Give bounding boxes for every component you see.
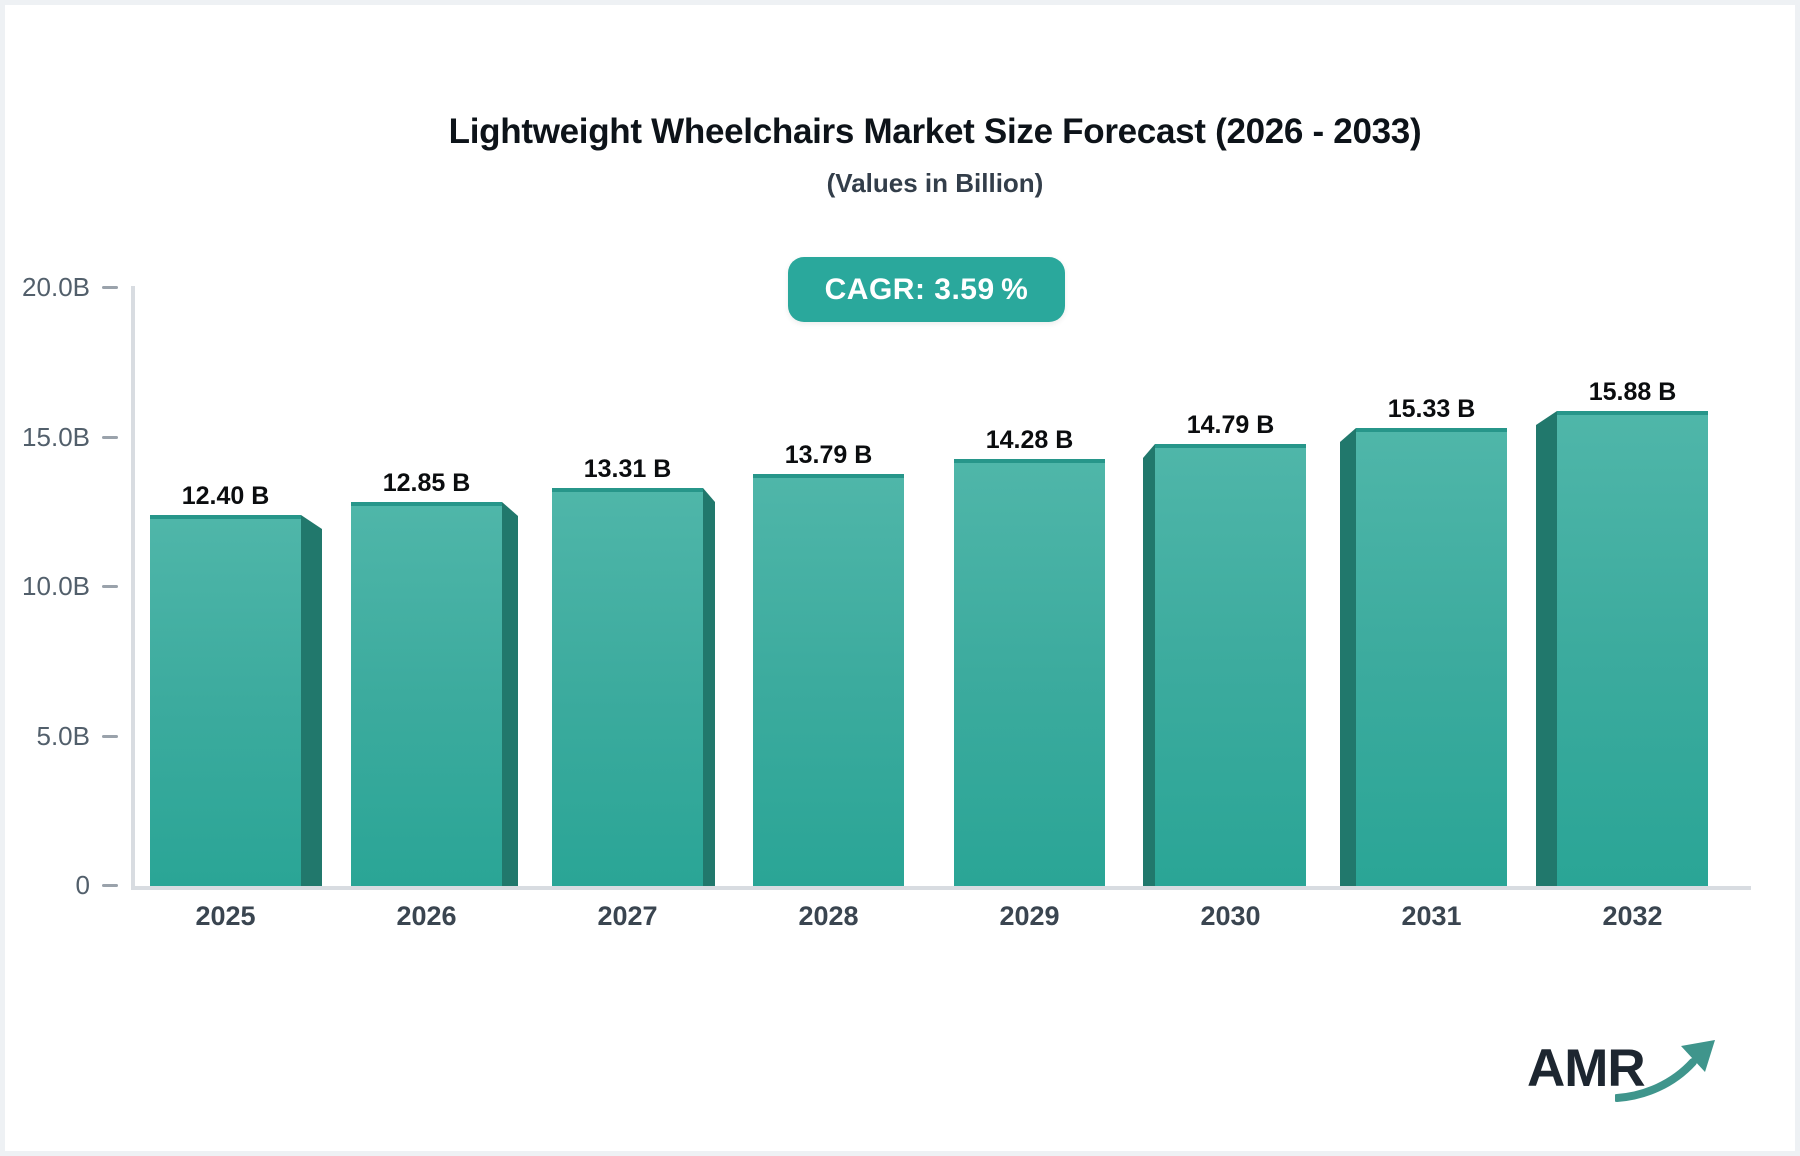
bar-side-face bbox=[1340, 428, 1356, 886]
y-axis-tick-label: 5.0B bbox=[36, 720, 91, 751]
bar-side-face bbox=[1143, 444, 1155, 886]
y-axis-tick-mark bbox=[102, 286, 118, 289]
bar-value-label: 12.40 B bbox=[181, 482, 270, 510]
bar-2031 bbox=[1356, 428, 1507, 886]
growth-arrow-icon bbox=[1615, 1040, 1715, 1102]
bar-value-label: 14.28 B bbox=[985, 426, 1074, 454]
x-axis-label-2031: 2031 bbox=[1401, 901, 1462, 931]
logo-text: AMR bbox=[1527, 1039, 1646, 1098]
x-axis-label-2027: 2027 bbox=[597, 901, 658, 931]
x-axis-line bbox=[131, 886, 1751, 890]
bar-value-label: 13.31 B bbox=[583, 455, 672, 483]
bar-value-label: 15.33 B bbox=[1387, 395, 1476, 423]
y-axis-tick-label: 15.0B bbox=[22, 421, 90, 452]
bar-side-face bbox=[703, 488, 715, 886]
page-title: Lightweight Wheelchairs Market Size Fore… bbox=[448, 112, 1422, 151]
bar-value-label: 13.79 B bbox=[784, 441, 873, 469]
bar-value-label: 12.85 B bbox=[382, 469, 471, 497]
bar-value-label: 15.88 B bbox=[1588, 378, 1677, 406]
x-axis-label-2026: 2026 bbox=[396, 901, 457, 931]
y-axis-tick-label: 0 bbox=[75, 870, 90, 900]
bar-side-face bbox=[502, 502, 518, 886]
x-axis-label-2030: 2030 bbox=[1200, 901, 1261, 931]
amr-logo: AMR bbox=[1527, 1038, 1727, 1113]
bar-2026 bbox=[351, 502, 502, 886]
bar-side-face bbox=[1536, 411, 1557, 886]
bar-2025 bbox=[150, 515, 301, 886]
bar-value-label: 14.79 B bbox=[1186, 411, 1275, 439]
bar-2028 bbox=[753, 474, 904, 886]
x-axis-label-2025: 2025 bbox=[195, 901, 256, 931]
y-axis-tick-label: 10.0B bbox=[22, 571, 90, 601]
y-axis-tick-label: 20.0B bbox=[22, 272, 90, 302]
bar-2027 bbox=[552, 488, 703, 886]
y-axis-tick-mark bbox=[102, 884, 118, 887]
x-axis-label-2028: 2028 bbox=[798, 901, 859, 931]
y-axis-tick-mark bbox=[102, 435, 118, 439]
bar-2032 bbox=[1557, 411, 1708, 886]
x-axis-label-2029: 2029 bbox=[999, 901, 1060, 931]
chart-subtitle: (Values in Billion) bbox=[826, 168, 1044, 198]
bar-2030 bbox=[1155, 444, 1306, 886]
y-axis-line bbox=[131, 286, 135, 890]
cagr-badge: CAGR: 3.59 % bbox=[788, 257, 1065, 322]
y-axis-tick-mark bbox=[102, 734, 118, 738]
y-axis-tick-mark bbox=[102, 585, 118, 588]
bar-side-face bbox=[301, 515, 322, 886]
x-axis-label-2032: 2032 bbox=[1602, 901, 1663, 931]
bar-2029 bbox=[954, 459, 1105, 886]
